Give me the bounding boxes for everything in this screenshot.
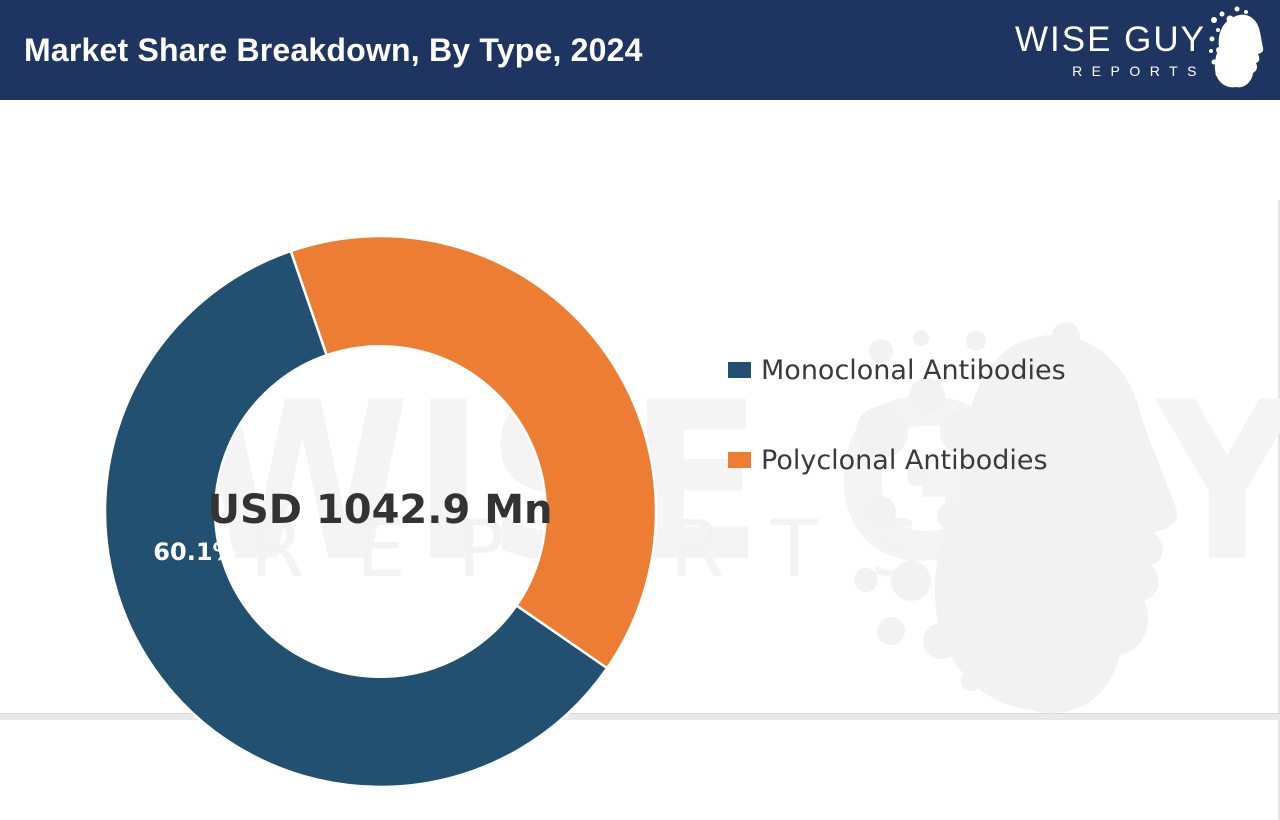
logo-face-icon xyxy=(1209,6,1264,88)
page-title: Market Share Breakdown, By Type, 2024 xyxy=(24,31,643,68)
footer-strip xyxy=(0,713,1280,720)
chart-center-value: USD 1042.9 Mn xyxy=(207,487,553,533)
logo-wordmark: WISE GUY xyxy=(1014,20,1206,59)
segment-label-monoclonal: 60.1% xyxy=(153,538,237,567)
legend-swatch-monoclonal xyxy=(728,362,751,378)
title-bar: Market Share Breakdown, By Type, 2024 WI… xyxy=(0,0,1280,100)
content-right-border xyxy=(1278,200,1280,820)
legend-label: Polyclonal Antibodies xyxy=(761,444,1048,476)
legend-swatch-polyclonal xyxy=(728,452,751,468)
wiseguy-logo: WISE GUY REPORTS xyxy=(1014,6,1264,94)
logo-text: WISE GUY REPORTS xyxy=(1015,20,1206,79)
segment-label-polyclonal: XX% xyxy=(535,256,597,285)
legend-item-monoclonal: Monoclonal Antibodies xyxy=(728,350,1066,390)
logo-subtext: REPORTS xyxy=(1072,63,1206,79)
chart-legend: Monoclonal Antibodies Polyclonal Antibod… xyxy=(728,350,1066,530)
legend-item-polyclonal: Polyclonal Antibodies xyxy=(728,440,1066,480)
legend-label: Monoclonal Antibodies xyxy=(761,354,1066,386)
face-watermark-icon xyxy=(854,322,1178,714)
chart-canvas: WISE GUY REPORTS 60.1% XX% USD 1042.9 Mn xyxy=(0,100,1280,820)
